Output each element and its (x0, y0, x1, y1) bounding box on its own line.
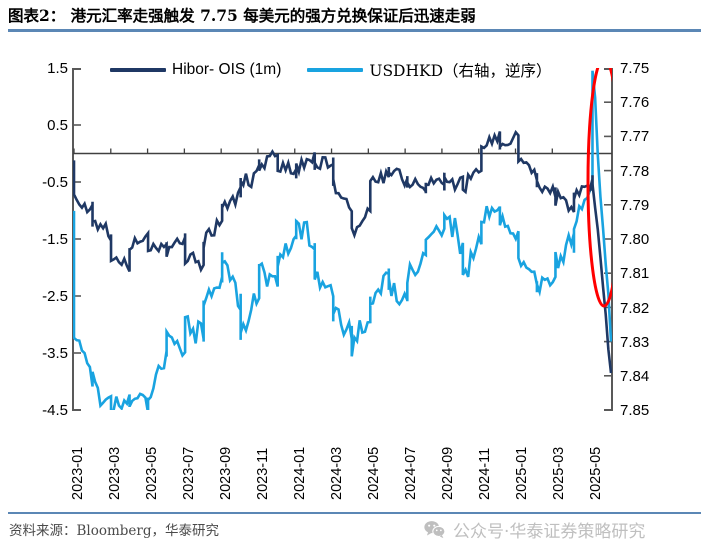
x-tick-2: 2023-05 (144, 446, 160, 500)
y-tick-left-5: -3.5 (42, 345, 68, 362)
axis-cap-bottom-left (72, 409, 81, 411)
wechat-icon (424, 520, 446, 539)
axis-cap-bottom-right (604, 409, 613, 411)
x-axis-ticks (73, 148, 590, 154)
y-tick-right-6: 7.81 (620, 265, 650, 282)
x-tick-13: 2025-03 (551, 446, 567, 500)
x-tick-4: 2023-09 (218, 446, 234, 500)
y-tick-left-0: 1.5 (47, 60, 68, 77)
axis-cap-top-left (72, 68, 81, 70)
figure-title-row: 图表2： 港元汇率走强触发 7.75 每美元的强方兑换保证后迅速走弱 (8, 2, 701, 28)
legend-swatch-navy (110, 68, 166, 72)
wechat-account-row: 公众号·华泰证券策略研究 (424, 517, 645, 542)
legend-item-usdhkd: USDHKD（右轴，逆序） (307, 59, 552, 81)
x-tick-5: 2023-11 (255, 447, 271, 500)
y-tick-right-10: 7.85 (620, 402, 650, 419)
y-tick-left-6: -4.5 (42, 402, 68, 419)
title-divider (8, 29, 701, 32)
y-tick-left-4: -2.5 (42, 288, 68, 305)
y-axis-right-labels: 7.75 7.76 7.77 7.78 7.79 7.80 7.81 7.82 … (620, 0, 708, 549)
x-tick-12: 2025-01 (514, 446, 530, 500)
y-tick-right-4: 7.79 (620, 197, 650, 214)
footer-divider (8, 512, 701, 514)
x-tick-7: 2024-03 (329, 446, 345, 500)
x-tick-1: 2023-03 (107, 446, 123, 500)
legend-label-usdhkd: USDHKD（右轴，逆序） (369, 62, 552, 80)
page-title: 图表2： 港元汇率走强触发 7.75 每美元的强方兑换保证后迅速走弱 (8, 6, 476, 25)
legend-label-hibor-ois: Hibor- OIS (1m) (172, 61, 282, 78)
axis-cap-top-right (604, 68, 613, 70)
chart-plot-area (73, 68, 612, 410)
y-tick-right-5: 7.80 (620, 231, 650, 248)
x-tick-9: 2024-07 (403, 446, 419, 500)
x-tick-8: 2024-05 (366, 446, 382, 500)
chart-legend: Hibor- OIS (1m) USDHKD（右轴，逆序） (110, 60, 580, 80)
y-tick-right-0: 7.75 (620, 60, 650, 77)
y-tick-right-3: 7.78 (620, 163, 650, 180)
y-tick-left-1: 0.5 (47, 117, 68, 134)
x-tick-10: 2024-09 (440, 446, 456, 500)
source-note: 资料来源：Bloomberg，华泰研究 (9, 523, 220, 539)
y-tick-left-2: -0.5 (42, 174, 68, 191)
series-line-usdhkd (73, 70, 612, 410)
y-axis-right-line (611, 68, 613, 411)
y-tick-right-8: 7.83 (620, 334, 650, 351)
x-tick-3: 2023-07 (181, 446, 197, 500)
red-highlight-ellipse (586, 68, 612, 308)
y-axis-right-ticks (604, 68, 612, 410)
series-line-hibor-ois (73, 129, 612, 374)
y-tick-right-7: 7.82 (620, 300, 650, 317)
x-tick-0: 2023-01 (70, 446, 86, 500)
legend-item-hibor-ois: Hibor- OIS (1m) (110, 61, 281, 79)
x-tick-14: 2025-05 (588, 446, 604, 500)
wechat-account-text: 公众号·华泰证券策略研究 (453, 522, 646, 542)
x-tick-6: 2024-01 (292, 446, 308, 500)
y-axis-left-labels: 1.5 0.5 -0.5 -1.5 -2.5 -3.5 -4.5 (0, 0, 68, 549)
legend-swatch-cyan (307, 68, 364, 72)
y-tick-right-1: 7.76 (620, 94, 650, 111)
y-tick-right-9: 7.84 (620, 368, 650, 385)
y-tick-left-3: -1.5 (42, 231, 68, 248)
y-tick-right-2: 7.77 (620, 128, 650, 145)
x-tick-11: 2024-11 (477, 447, 493, 500)
